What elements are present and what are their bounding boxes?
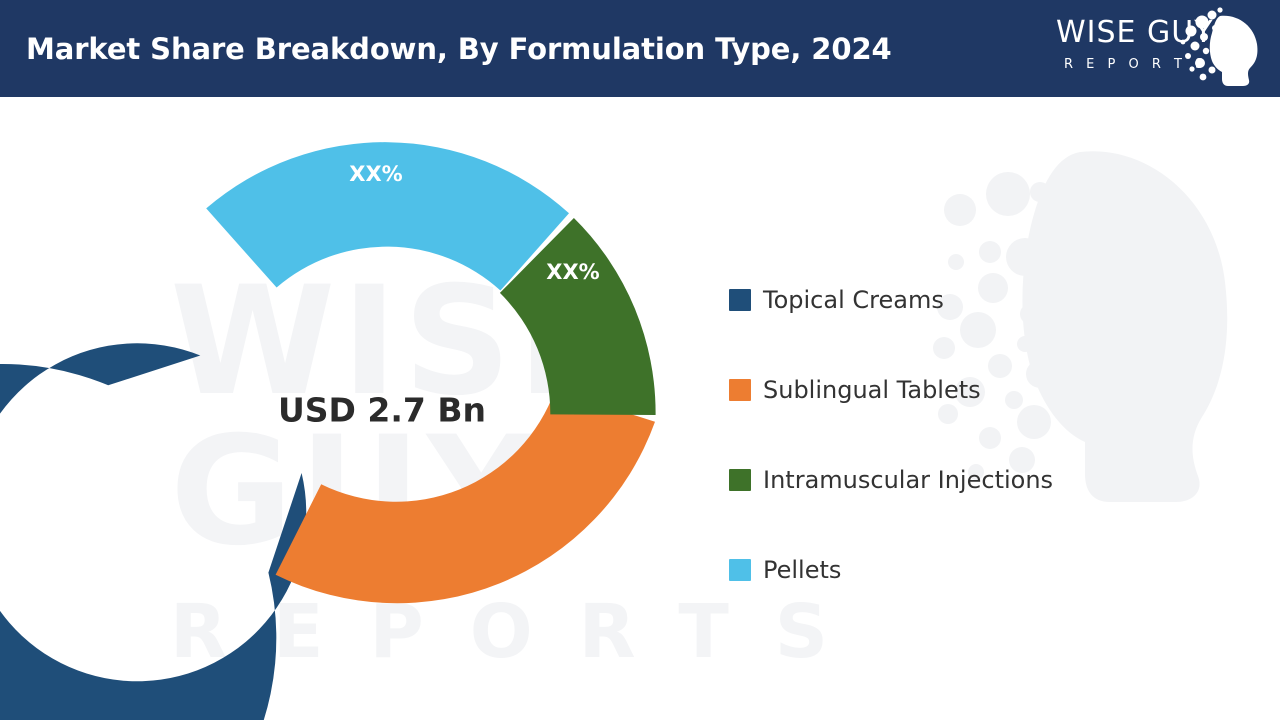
slice-label-topical-creams: 41.4% bbox=[111, 417, 185, 441]
legend-swatch-icon bbox=[729, 379, 751, 401]
slice-label-intramuscular-injections: XX% bbox=[546, 260, 600, 284]
slice-intramuscular-injections[interactable] bbox=[499, 218, 656, 415]
legend-item-sublingual-tablets[interactable]: Sublingual Tablets bbox=[729, 345, 1149, 435]
legend-label: Sublingual Tablets bbox=[763, 376, 981, 404]
legend-swatch-icon bbox=[729, 469, 751, 491]
legend-label: Intramuscular Injections bbox=[763, 466, 1054, 494]
page-title: Market Share Breakdown, By Formulation T… bbox=[26, 31, 892, 66]
slice-label-pellets: XX% bbox=[349, 162, 403, 186]
chart-legend: Topical Creams Sublingual Tablets Intram… bbox=[729, 255, 1149, 615]
legend-item-pellets[interactable]: Pellets bbox=[729, 525, 1149, 615]
slice-topical-creams[interactable] bbox=[0, 343, 307, 720]
logo-head-icon bbox=[1180, 7, 1258, 86]
legend-label: Pellets bbox=[763, 556, 842, 584]
slice-pellets[interactable] bbox=[206, 142, 569, 291]
legend-item-intramuscular-injections[interactable]: Intramuscular Injections bbox=[729, 435, 1149, 525]
slice-label-sublingual-tablets: XX% bbox=[502, 582, 556, 606]
legend-swatch-icon bbox=[729, 559, 751, 581]
legend-swatch-icon bbox=[729, 289, 751, 311]
logo-wordmark-secondary: R E P O R T S bbox=[1064, 57, 1208, 72]
page-header: Market Share Breakdown, By Formulation T… bbox=[0, 0, 1280, 97]
legend-label: Topical Creams bbox=[763, 286, 944, 314]
center-value-label: USD 2.7 Bn bbox=[277, 390, 487, 430]
legend-item-topical-creams[interactable]: Topical Creams bbox=[729, 255, 1149, 345]
donut-chart: USD 2.7 Bn 41.4% XX% XX% XX% bbox=[0, 97, 700, 720]
slice-sublingual-tablets[interactable] bbox=[275, 389, 655, 604]
wise-guy-reports-logo: WISE GUY R E P O R T S bbox=[1056, 7, 1258, 86]
donut-chart-svg bbox=[0, 142, 656, 720]
